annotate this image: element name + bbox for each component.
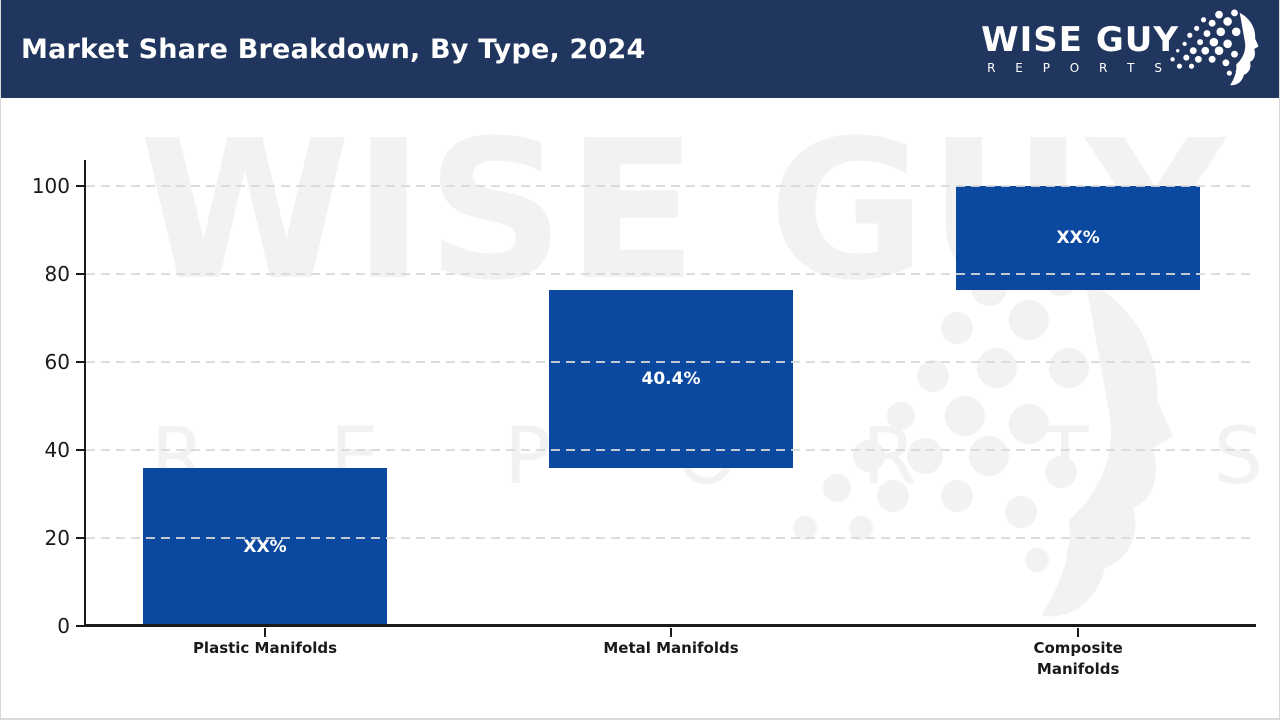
bar-metal-manifolds [549, 290, 793, 468]
y-axis-line [84, 160, 86, 626]
y-tick-label-40: 40 [44, 438, 70, 463]
gridline-80 [86, 273, 1256, 276]
logo-subtitle: R E P O R T S [987, 61, 1170, 75]
gridline-60 [86, 361, 1256, 364]
x-axis-line [84, 624, 1256, 627]
gridline-20 [86, 537, 1256, 540]
y-tick-mark-20 [76, 537, 84, 540]
y-tick-label-0: 0 [57, 614, 70, 638]
logo-wordmark: WISE GUY [981, 20, 1179, 60]
page-title: Market Share Breakdown, By Type, 2024 [21, 33, 646, 65]
plot-area: 0 20 40 60 80 100 XX% Plastic Manifolds 40.4% Met… [32, 160, 1256, 678]
y-tick-mark-60 [76, 361, 84, 364]
y-tick-mark-40 [76, 449, 84, 452]
dotted-face-icon [1170, 9, 1259, 86]
y-tick-mark-0 [76, 625, 84, 627]
bar-value-label-metal-manifolds: 40.4% [641, 368, 701, 389]
y-tick-label-60: 60 [44, 350, 70, 375]
x-category-label-composite-manifolds: Composite Manifolds [1033, 639, 1123, 678]
y-tick-mark-80 [76, 273, 84, 276]
x-tick-mark-composite-manifolds [1077, 628, 1080, 637]
header-bar: Market Share Breakdown, By Type, 2024 WI… [1, 0, 1279, 98]
y-tick-label-100: 100 [31, 174, 70, 199]
gridline-40 [86, 449, 1256, 452]
y-tick-label-80: 80 [44, 262, 70, 287]
y-tick-label-20: 20 [44, 526, 70, 551]
x-category-label-metal-manifolds: Metal Manifolds [603, 639, 739, 657]
chart-area: 0 20 40 60 80 100 XX% Plastic Manifolds 40.4% Met… [1, 98, 1279, 718]
x-category-label-plastic-manifolds: Plastic Manifolds [192, 639, 338, 657]
x-tick-mark-plastic-manifolds [264, 628, 266, 637]
gridline-100 [86, 185, 1256, 188]
logo-text: WISE GUY R E P O R T S [981, 23, 1179, 75]
wise-guy-reports-logo: WISE GUY R E P O R T S [981, 6, 1261, 92]
bar-value-label-composite-manifolds: XX% [1056, 228, 1100, 249]
x-tick-mark-metal-manifolds [670, 628, 672, 637]
bar-plastic-manifolds [143, 467, 387, 626]
bar-value-label-plastic-manifolds: XX% [243, 536, 287, 557]
y-tick-mark-100 [76, 185, 84, 188]
